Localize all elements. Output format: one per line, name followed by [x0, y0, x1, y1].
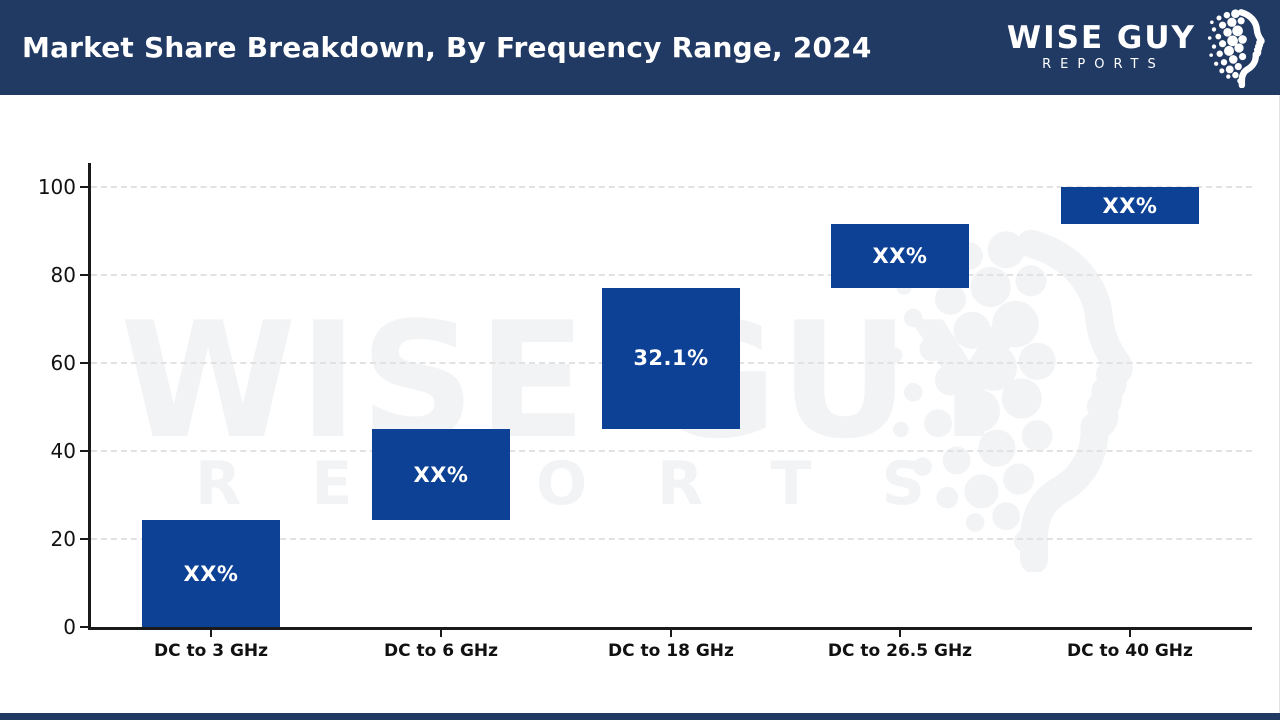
x-tick-label: DC to 18 GHz: [608, 641, 734, 661]
x-tick-label: DC to 6 GHz: [383, 641, 499, 661]
bar: XX%: [142, 520, 280, 627]
x-tick: [210, 630, 212, 637]
y-tick: [80, 538, 88, 540]
bar-label: XX%: [872, 244, 928, 269]
y-tick: [80, 362, 88, 364]
y-tick: [80, 186, 88, 188]
bar: XX%: [831, 224, 969, 288]
watermark-wordmark: WISE GUY: [120, 287, 1030, 474]
y-tick-label: 0: [63, 615, 76, 639]
bar-label: 32.1%: [633, 346, 709, 371]
watermark-subtitle: REPORTS: [195, 449, 995, 519]
bar-label: XX%: [413, 462, 469, 487]
logo-subtitle: REPORTS: [1042, 57, 1165, 72]
x-axis-line: [88, 627, 1252, 630]
x-tick-label: DC to 40 GHz: [1067, 641, 1193, 661]
x-tick-label: DC to 3 GHz: [153, 641, 269, 661]
x-tick: [899, 630, 901, 637]
bar: 32.1%: [602, 287, 740, 429]
header: Market Share Breakdown, By Frequency Ran…: [0, 0, 1280, 95]
bar: XX%: [372, 429, 510, 521]
y-tick-label: 20: [50, 527, 76, 551]
gridline: [91, 274, 1252, 276]
head-profile-icon: [1198, 8, 1270, 88]
y-tick-label: 80: [50, 263, 76, 287]
y-tick: [80, 450, 88, 452]
page-title: Market Share Breakdown, By Frequency Ran…: [22, 31, 872, 64]
y-tick: [80, 626, 88, 628]
y-tick-label: 60: [50, 351, 76, 375]
logo-text: WISE GUY REPORTS: [1006, 20, 1196, 73]
y-tick-label: 40: [50, 439, 76, 463]
gridline: [91, 538, 1252, 540]
bar-label: XX%: [1102, 193, 1158, 218]
y-tick-label: 100: [37, 175, 76, 199]
gridline: [91, 450, 1252, 452]
y-axis-line: [88, 163, 91, 630]
chart-area: WISE GUY REPORTS 0 20 40 60 80 100 XX% XX% 32.1%…: [0, 95, 1280, 713]
bar-label: XX%: [183, 561, 239, 586]
footer-bar: [0, 713, 1280, 720]
x-tick: [670, 630, 672, 637]
wise-guy-reports-logo: WISE GUY REPORTS: [1007, 8, 1270, 88]
x-tick: [1129, 630, 1131, 637]
bar: XX%: [1061, 187, 1199, 225]
x-tick-label: DC to 26.5 GHz: [827, 641, 973, 661]
gridline: [91, 186, 1252, 188]
x-tick: [440, 630, 442, 637]
logo-wordmark: WISE GUY: [1006, 20, 1196, 56]
y-tick: [80, 274, 88, 276]
